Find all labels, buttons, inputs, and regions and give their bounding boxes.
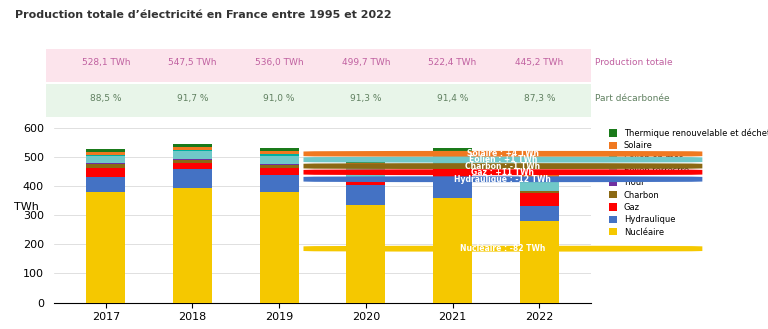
Bar (173, 151, 212, 159)
FancyBboxPatch shape (303, 151, 703, 157)
Bar (86, 163, 125, 164)
Bar (260, 148, 299, 151)
Bar (173, 150, 212, 151)
Bar (520, 173, 559, 178)
FancyBboxPatch shape (303, 157, 703, 163)
Text: 536,0 TWh: 536,0 TWh (255, 58, 303, 67)
Bar (520, 206, 559, 221)
Text: 499,7 TWh: 499,7 TWh (342, 58, 390, 67)
Bar (86, 177, 125, 192)
Bar (86, 156, 125, 163)
Bar (173, 144, 212, 147)
Bar (433, 179, 472, 198)
Bar (433, 169, 472, 179)
Bar (346, 168, 386, 177)
Bar (520, 170, 559, 173)
Y-axis label: TWh: TWh (15, 202, 39, 212)
Bar (520, 191, 559, 193)
Bar (260, 175, 299, 192)
Bar (173, 169, 212, 188)
Bar (520, 178, 559, 180)
Text: 445,2 TWh: 445,2 TWh (515, 58, 564, 67)
Bar (433, 155, 472, 156)
FancyBboxPatch shape (303, 176, 703, 182)
Bar (86, 155, 125, 156)
Text: Éolien : +1 TWh: Éolien : +1 TWh (468, 155, 537, 164)
Text: Gaz : +11 TWh: Gaz : +11 TWh (472, 168, 535, 177)
Text: Nucléaire : -82 TWh: Nucléaire : -82 TWh (460, 244, 545, 253)
Text: Production totale d’électricité en France entre 1995 et 2022: Production totale d’électricité en Franc… (15, 10, 392, 20)
Bar (260, 192, 299, 303)
Bar (433, 148, 472, 151)
Bar (86, 168, 125, 177)
Bar (173, 160, 212, 163)
Bar (433, 156, 472, 166)
Bar (86, 149, 125, 152)
Bar (173, 163, 212, 169)
Bar (260, 165, 299, 168)
Text: Part décarbonée: Part décarbonée (595, 94, 670, 103)
Text: Hydraulique : -12 TWh: Hydraulique : -12 TWh (455, 175, 551, 184)
Bar (520, 221, 559, 303)
Bar (86, 192, 125, 303)
Bar (433, 198, 472, 303)
Text: 87,3 %: 87,3 % (524, 94, 555, 103)
Bar (346, 205, 386, 303)
Bar (86, 164, 125, 168)
FancyBboxPatch shape (303, 169, 703, 175)
FancyBboxPatch shape (303, 246, 703, 252)
Text: Charbon : -1 TWh: Charbon : -1 TWh (465, 162, 541, 171)
Bar (260, 168, 299, 175)
Bar (346, 179, 386, 185)
Text: 91,3 %: 91,3 % (350, 94, 382, 103)
Bar (346, 166, 386, 168)
Bar (346, 164, 386, 166)
Text: 522,4 TWh: 522,4 TWh (429, 58, 477, 67)
Bar (86, 152, 125, 155)
Bar (346, 185, 386, 205)
Bar (260, 156, 299, 164)
Bar (173, 159, 212, 160)
Text: 91,0 %: 91,0 % (263, 94, 295, 103)
Bar (433, 151, 472, 155)
Bar (173, 147, 212, 150)
Text: 547,5 TWh: 547,5 TWh (168, 58, 217, 67)
Bar (433, 166, 472, 167)
FancyBboxPatch shape (46, 49, 591, 82)
Bar (260, 154, 299, 156)
Bar (260, 151, 299, 154)
Bar (520, 180, 559, 190)
FancyBboxPatch shape (46, 84, 591, 117)
Text: 91,4 %: 91,4 % (437, 94, 468, 103)
Text: 88,5 %: 88,5 % (90, 94, 121, 103)
Legend: Thermique renouvelable et déchets, Solaire, Éolien en mer, Éolien terrestre, Fio: Thermique renouvelable et déchets, Solai… (606, 126, 768, 239)
Bar (520, 193, 559, 206)
Bar (520, 190, 559, 191)
Text: Production totale: Production totale (595, 58, 673, 67)
FancyBboxPatch shape (303, 163, 703, 169)
Bar (433, 167, 472, 169)
Bar (346, 161, 386, 164)
Text: Solaire : +4 TWh: Solaire : +4 TWh (467, 149, 539, 158)
Bar (260, 164, 299, 165)
Bar (346, 177, 386, 179)
Text: 91,7 %: 91,7 % (177, 94, 208, 103)
Text: 528,1 TWh: 528,1 TWh (81, 58, 130, 67)
Bar (173, 188, 212, 303)
